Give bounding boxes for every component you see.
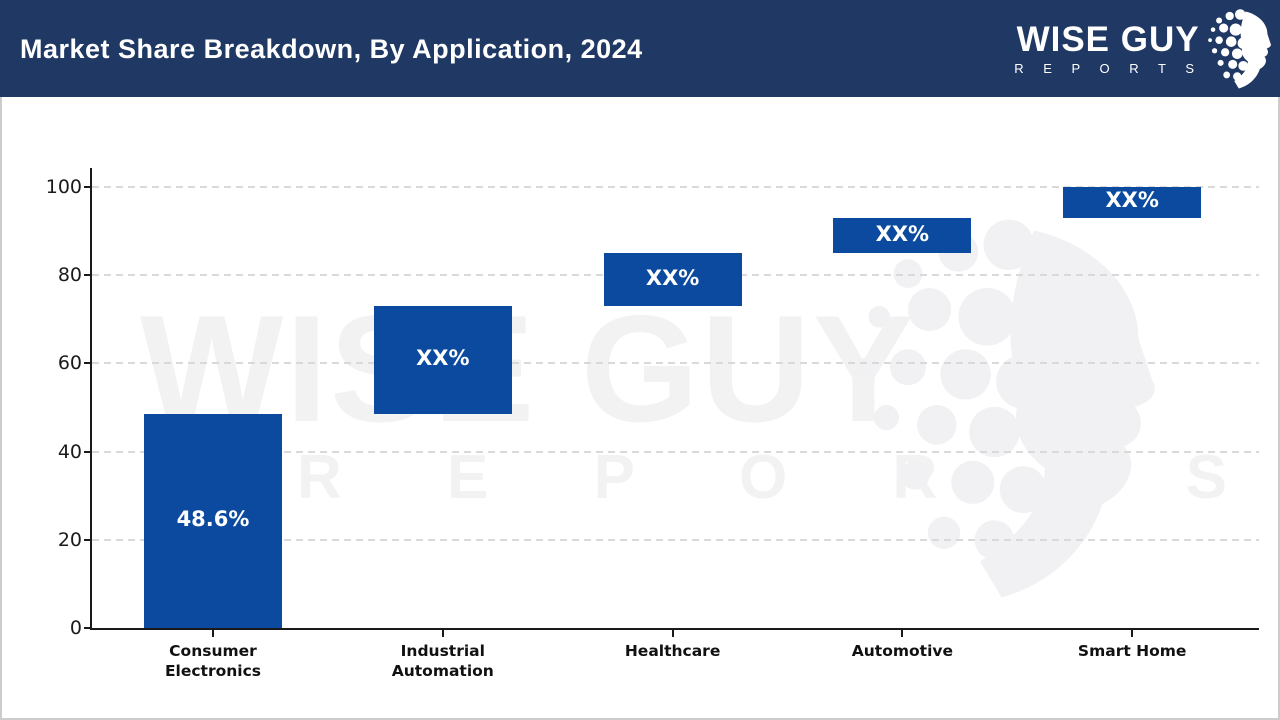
- y-tick-100: [84, 186, 92, 188]
- y-tick-60: [84, 362, 92, 365]
- bar-label-automotive: XX%: [875, 221, 930, 246]
- gridline-60: [92, 362, 1259, 365]
- chart-title: Market Share Breakdown, By Application, …: [20, 34, 643, 64]
- x-tick-industrial-automation: [441, 630, 444, 637]
- brand-logo-wiseguy: WISE GUY: [1016, 20, 1200, 59]
- y-tick-40: [84, 450, 92, 453]
- bar-industrial-automation: [373, 306, 512, 414]
- y-tick-label-100: 100: [45, 176, 82, 198]
- x-tick-smart-home: [1131, 630, 1134, 637]
- category-label-smart-home: Smart Home: [1077, 642, 1187, 660]
- y-tick-label-40: 40: [57, 440, 82, 463]
- gridline-20: [92, 538, 1259, 541]
- x-tick-automotive: [901, 630, 904, 637]
- bar-automotive: [833, 217, 972, 254]
- y-tick-0: [84, 627, 92, 629]
- y-tick-80: [84, 274, 92, 277]
- bar-label-industrial-automation: XX%: [416, 345, 470, 370]
- header-bar: Market Share Breakdown, By Application, …: [0, 0, 1280, 97]
- category-label-industrial-automation: Industrial Automation: [391, 642, 494, 680]
- bar-label-smart-home: XX%: [1105, 188, 1159, 213]
- bar-label-consumer-electronics: 48.6%: [176, 506, 250, 531]
- gridline-40: [92, 450, 1259, 453]
- category-label-automotive: Automotive: [851, 642, 953, 660]
- y-tick-label-80: 80: [57, 264, 82, 287]
- y-tick-20: [84, 538, 92, 541]
- y-tick-label-0: 0: [69, 617, 82, 639]
- brand-logo-reports: R E P O R T S: [1014, 61, 1202, 76]
- y-tick-label-20: 20: [57, 528, 82, 551]
- x-axis: [90, 628, 1259, 630]
- bar-healthcare: [603, 253, 742, 307]
- x-tick-healthcare: [671, 630, 674, 637]
- brand-face-icon: [1204, 8, 1272, 92]
- bar-consumer-electronics: [144, 413, 282, 628]
- y-tick-label-60: 60: [57, 352, 82, 375]
- y-axis: [90, 168, 92, 630]
- category-label-consumer-electronics: Consumer Electronics: [164, 642, 262, 680]
- gridline-100: [92, 186, 1259, 188]
- brand-logo: WISE GUY R E P O R T S: [1014, 22, 1202, 78]
- category-label-healthcare: Healthcare: [624, 642, 721, 660]
- bar-label-healthcare: XX%: [645, 265, 700, 290]
- bar-smart-home: [1063, 187, 1202, 218]
- x-tick-consumer-electronics: [212, 630, 214, 637]
